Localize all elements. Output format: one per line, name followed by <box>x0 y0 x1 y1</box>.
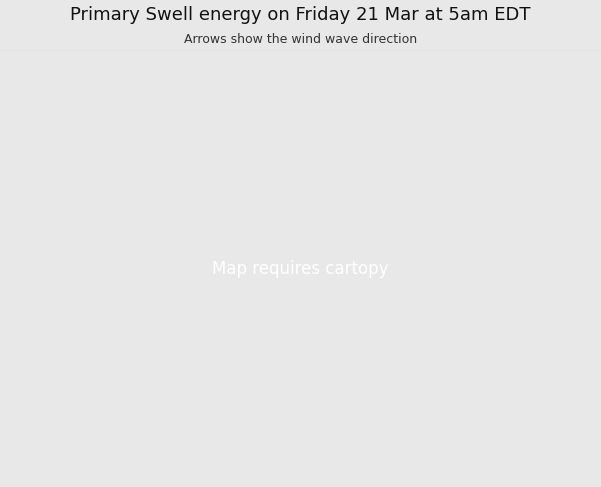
Text: Primary Swell energy on Friday 21 Mar at 5am EDT: Primary Swell energy on Friday 21 Mar at… <box>70 6 531 24</box>
Text: Map requires cartopy: Map requires cartopy <box>212 260 389 278</box>
Text: Arrows show the wind wave direction: Arrows show the wind wave direction <box>184 34 417 46</box>
